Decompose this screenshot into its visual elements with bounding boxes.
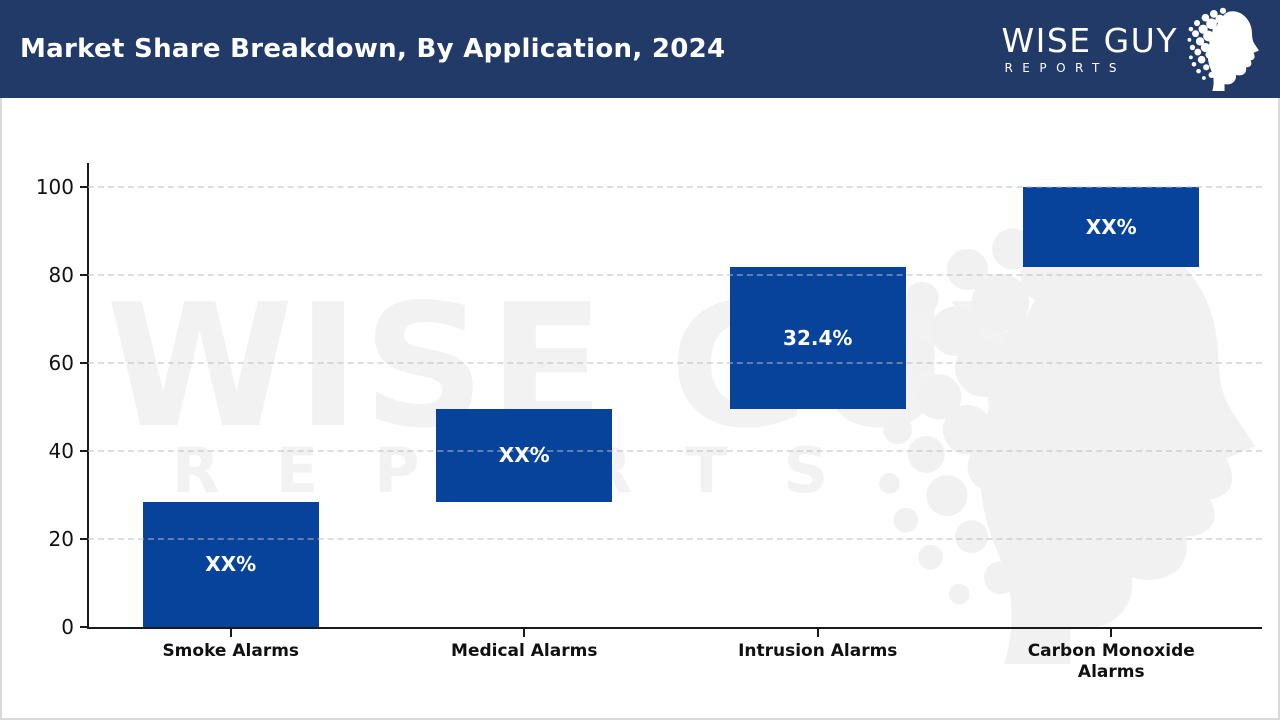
- x-tick: [523, 629, 526, 637]
- y-tick-label: 80: [48, 263, 74, 287]
- gridline-100: [88, 186, 1262, 188]
- gridline-80: [88, 274, 1262, 276]
- header: Market Share Breakdown, By Application, …: [0, 0, 1280, 98]
- y-tick: [80, 186, 88, 188]
- x-category-label: Carbon Monoxide Alarms: [1027, 641, 1195, 683]
- bar-smoke-alarms: [142, 501, 319, 627]
- x-category-label: Smoke Alarms: [162, 641, 300, 661]
- y-tick-label: 0: [61, 615, 74, 639]
- bar-value-label: XX%: [205, 552, 257, 577]
- bar-value-label: 32.4%: [783, 325, 853, 350]
- x-tick: [816, 629, 819, 637]
- y-tick-label: 60: [48, 351, 74, 375]
- wise-guy-face-icon: [1187, 7, 1259, 91]
- bar-carbon-monoxide-alarms: [1023, 187, 1200, 267]
- bar-intrusion-alarms: [729, 266, 906, 410]
- wise-guy-logo: WISE GUY REPORTS: [1001, 7, 1262, 91]
- gridline-40: [88, 450, 1262, 452]
- y-tick: [80, 362, 88, 364]
- y-tick-label: 100: [35, 175, 74, 199]
- logo-text: WISE GUY REPORTS: [1001, 24, 1178, 74]
- y-tick: [80, 450, 88, 452]
- bar-medical-alarms: [436, 409, 613, 502]
- bar-value-label: XX%: [1085, 214, 1137, 239]
- logo-reports-text: REPORTS: [1004, 61, 1126, 75]
- x-category-label: Medical Alarms: [451, 641, 598, 661]
- y-axis: [87, 163, 89, 629]
- y-tick: [80, 626, 88, 628]
- x-tick: [1110, 629, 1113, 637]
- y-tick: [80, 538, 88, 540]
- gridline-60: [88, 362, 1262, 364]
- y-tick-label: 20: [48, 527, 74, 551]
- gridline-20: [88, 538, 1262, 540]
- y-tick: [80, 274, 88, 276]
- logo-wordmark: WISE GUY: [1001, 21, 1178, 60]
- x-category-label: Intrusion Alarms: [738, 641, 898, 661]
- bar-value-label: XX%: [498, 443, 550, 468]
- x-axis: [87, 627, 1262, 629]
- chart-title: Market Share Breakdown, By Application, …: [20, 34, 726, 64]
- y-tick-label: 40: [48, 439, 74, 463]
- x-tick: [229, 629, 232, 637]
